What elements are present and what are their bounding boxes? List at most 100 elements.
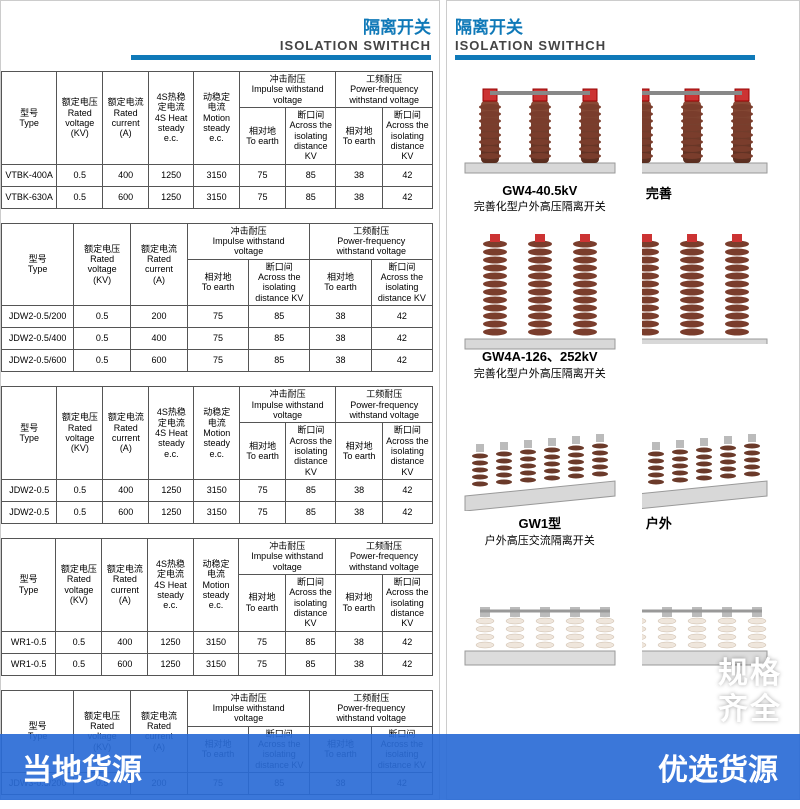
product-image <box>642 234 800 344</box>
table-cell: 75 <box>239 186 285 208</box>
spec-table: 型号Type 额定电压Ratedvoltage(KV) 额定电流Ratedcur… <box>1 71 433 209</box>
table-cell: 1250 <box>149 186 194 208</box>
table-cell: 42 <box>371 306 432 328</box>
product-image <box>455 568 625 678</box>
table-cell: 75 <box>239 631 286 653</box>
table-cell: 75 <box>239 653 286 675</box>
table-cell: 1250 <box>148 631 193 653</box>
product-card-partial: 户外 <box>642 401 800 532</box>
header-cn: 隔离开关 <box>131 13 431 38</box>
page-header-left: 隔离开关 ISOLATION SWITHCH <box>131 13 431 57</box>
slogan-line2: 齐全 <box>718 684 782 728</box>
table-cell: 600 <box>103 501 149 523</box>
product-image <box>455 71 625 181</box>
table-cell: 0.5 <box>57 479 103 501</box>
table-cell: 85 <box>286 164 336 186</box>
product-card <box>455 568 625 678</box>
catalog-page-left: 隔离开关 ISOLATION SWITHCH 型号Type 额定电压Ratedv… <box>0 0 440 800</box>
overlay-right-text: 优选货源 <box>658 745 778 789</box>
product-desc: 户外高压交流隔离开关 <box>455 532 625 548</box>
table-cell: 0.5 <box>57 186 103 208</box>
table-cell: 38 <box>336 164 382 186</box>
table-row: JDW2-0.5/6000.560075853842 <box>2 350 433 372</box>
product-card: GW1型 户外高压交流隔离开关 <box>455 401 625 558</box>
header-bar <box>455 55 755 60</box>
product-model-partial: 完善 <box>642 183 800 202</box>
table-cell: 400 <box>103 164 149 186</box>
table-cell: 3150 <box>194 501 239 523</box>
overlay-left-text: 当地货源 <box>22 745 142 789</box>
table-cell: 0.5 <box>57 501 103 523</box>
product-desc: 完善化型户外高压隔离开关 <box>455 198 625 214</box>
product-image <box>642 401 800 511</box>
table-cell: 75 <box>239 164 285 186</box>
table-cell: 0.5 <box>56 653 102 675</box>
table-cell: 3150 <box>193 631 239 653</box>
table-cell: 85 <box>285 631 335 653</box>
table-cell: 600 <box>103 186 149 208</box>
table-row: JDW2-0.50.56001250315075853842 <box>2 501 433 523</box>
table-cell: 0.5 <box>74 306 131 328</box>
table-cell: 38 <box>310 306 371 328</box>
table-cell: 85 <box>286 186 336 208</box>
product-desc: 完善化型户外高压隔离开关 <box>455 365 625 381</box>
product-model: GW4-40.5kV <box>455 183 625 198</box>
product-card-partial: 完善 <box>642 71 800 202</box>
product-card-partial <box>642 234 800 344</box>
spec-table: 型号Type 额定电压Ratedvoltage(KV) 额定电流Ratedcur… <box>1 538 433 676</box>
table-cell: 42 <box>382 186 432 208</box>
table-cell: 38 <box>336 501 382 523</box>
product-image <box>455 234 625 344</box>
table-cell: 38 <box>336 631 383 653</box>
promo-overlay-bar: 当地货源 优选货源 <box>0 734 800 800</box>
table-row: JDW2-0.50.54001250315075853842 <box>2 479 433 501</box>
header-en: ISOLATION SWITHCH <box>455 38 755 53</box>
table-cell: 1250 <box>149 501 194 523</box>
product-image <box>642 71 800 181</box>
spec-tables-container: 型号Type 额定电压Ratedvoltage(KV) 额定电流Ratedcur… <box>1 71 441 809</box>
table-cell: 0.5 <box>56 631 102 653</box>
table-cell: JDW2-0.5/400 <box>2 328 74 350</box>
table-cell: 38 <box>336 653 383 675</box>
page-header-right: 隔离开关 ISOLATION SWITHCH <box>455 13 755 57</box>
product-image <box>455 401 625 511</box>
table-cell: 75 <box>187 350 248 372</box>
table-cell: 42 <box>382 501 432 523</box>
table-cell: 42 <box>382 164 432 186</box>
table-cell: 38 <box>310 328 371 350</box>
table-row: JDW2-0.5/2000.520075853842 <box>2 306 433 328</box>
table-cell: 400 <box>102 631 148 653</box>
table-cell: 85 <box>249 328 310 350</box>
table-cell: 38 <box>310 350 371 372</box>
table-cell: VTBK-630A <box>2 186 57 208</box>
table-cell: 3150 <box>194 186 239 208</box>
table-cell: 42 <box>371 328 432 350</box>
table-cell: 42 <box>371 350 432 372</box>
table-cell: 1250 <box>149 164 194 186</box>
table-cell: 3150 <box>194 479 239 501</box>
table-cell: 400 <box>103 479 149 501</box>
spec-table: 型号Type 额定电压Ratedvoltage(KV) 额定电流Ratedcur… <box>1 223 433 372</box>
table-cell: 400 <box>131 328 188 350</box>
table-cell: JDW2-0.5 <box>2 479 57 501</box>
table-cell: 85 <box>285 653 335 675</box>
table-cell: 38 <box>336 186 382 208</box>
product-grid: GW4-40.5kV 完善化型户外高压隔离开关 <box>455 71 800 688</box>
table-cell: 600 <box>131 350 188 372</box>
table-cell: JDW2-0.5 <box>2 501 57 523</box>
table-cell: 3150 <box>193 653 239 675</box>
table-cell: 85 <box>286 479 336 501</box>
table-cell: 0.5 <box>57 164 103 186</box>
spec-table: 型号Type 额定电压Ratedvoltage(KV) 额定电流Ratedcur… <box>1 386 433 524</box>
table-cell: 85 <box>249 306 310 328</box>
table-row: WR1-0.50.54001250315075853842 <box>2 631 433 653</box>
product-card: GW4-40.5kV 完善化型户外高压隔离开关 <box>455 71 625 224</box>
table-cell: JDW2-0.5/600 <box>2 350 74 372</box>
product-model-partial: 户外 <box>642 513 800 532</box>
table-cell: 38 <box>336 479 382 501</box>
table-cell: 3150 <box>194 164 239 186</box>
table-cell: WR1-0.5 <box>2 653 56 675</box>
table-cell: 85 <box>249 350 310 372</box>
table-cell: 1250 <box>148 653 193 675</box>
table-cell: 0.5 <box>74 328 131 350</box>
